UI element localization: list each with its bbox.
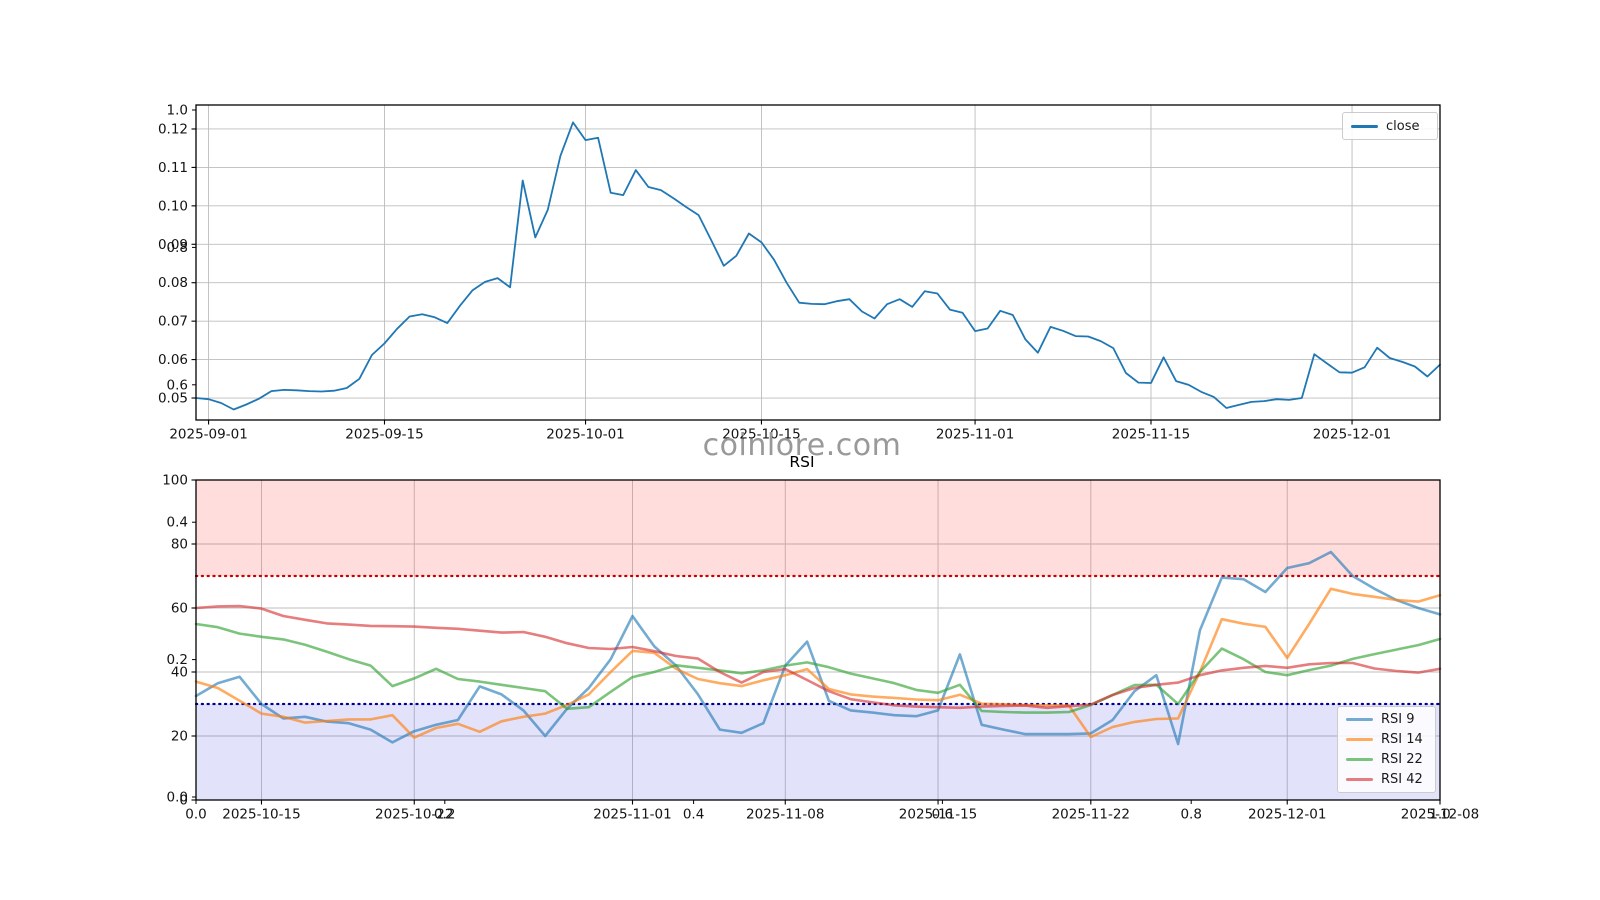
rsi-rsi42-line bbox=[194, 604, 1442, 710]
watermark: coinlore.com bbox=[702, 428, 902, 463]
close-legend-line-icon bbox=[1351, 124, 1378, 128]
tick-label: 0.12 bbox=[158, 121, 188, 137]
rsi-legend-label: RSI 9 bbox=[1381, 712, 1415, 728]
rsi22-legend-line-icon bbox=[1346, 757, 1373, 761]
tick-label: 0.2 bbox=[434, 807, 455, 823]
rsi-legend-label: RSI 14 bbox=[1381, 732, 1423, 748]
tick-label: 0.8 bbox=[167, 240, 188, 256]
tick-label: 100 bbox=[162, 473, 188, 489]
tick-label: 2025-12-01 bbox=[1248, 807, 1326, 823]
tick-label: 2025-11-15 bbox=[899, 807, 977, 823]
tick-label: 0.0 bbox=[185, 807, 206, 823]
rsi-rsi14-line bbox=[194, 587, 1442, 739]
tick-label: 1.0 bbox=[1429, 807, 1450, 823]
rsi-legend-item: RSI 22 bbox=[1346, 752, 1427, 767]
tick-label: 0.0 bbox=[167, 790, 188, 806]
tick-label: 2025-09-15 bbox=[345, 427, 423, 443]
tick-label: 20 bbox=[171, 729, 188, 745]
tick-label: 0.09 bbox=[158, 237, 188, 253]
tick-label: 2025-12-01 bbox=[1313, 427, 1391, 443]
tick-label: 2025-10-22 bbox=[375, 807, 453, 823]
close-legend-label: close bbox=[1386, 118, 1420, 134]
tick-label: 0.06 bbox=[158, 352, 188, 368]
tick-label: 80 bbox=[171, 537, 188, 553]
rsi-rsi9-line bbox=[194, 550, 1442, 746]
tick-label: 0.6 bbox=[932, 807, 953, 823]
tick-label: 2025-10-01 bbox=[546, 427, 624, 443]
rsi-legend-item: RSI 9 bbox=[1346, 712, 1427, 727]
tick-label: 0.08 bbox=[158, 275, 188, 291]
rsi-legend: RSI 9 RSI 14 RSI 22 RSI 42 bbox=[1337, 706, 1436, 793]
rsi14-legend-line-icon bbox=[1346, 738, 1373, 742]
tick-label: 2025-12-08 bbox=[1401, 807, 1479, 823]
rsi-legend-label: RSI 22 bbox=[1381, 751, 1423, 767]
tick-label: 0.05 bbox=[158, 391, 188, 407]
oversold-band bbox=[196, 704, 1440, 800]
overbought-band bbox=[196, 480, 1440, 576]
tick-label: 0.11 bbox=[158, 160, 188, 176]
tick-label: 40 bbox=[171, 665, 188, 681]
rsi-legend-item: RSI 14 bbox=[1346, 732, 1427, 747]
tick-label: 0.07 bbox=[158, 314, 188, 330]
tick-label: 2025-10-15 bbox=[222, 807, 300, 823]
tick-label: 2025-10-15 bbox=[722, 427, 800, 443]
price-legend: close bbox=[1342, 112, 1438, 140]
tick-label: 0.8 bbox=[1180, 807, 1201, 823]
tick-label: 2025-11-08 bbox=[746, 807, 824, 823]
rsi-legend-item: RSI 42 bbox=[1346, 772, 1427, 787]
tick-label: 0.10 bbox=[158, 198, 188, 214]
price-close-line bbox=[195, 121, 1441, 411]
rsi9-legend-line-icon bbox=[1346, 718, 1373, 722]
rsi42-legend-line-icon bbox=[1346, 777, 1373, 781]
tick-label: 2025-11-22 bbox=[1052, 807, 1130, 823]
rsi-legend-label: RSI 42 bbox=[1381, 771, 1423, 787]
tick-label: 2025-11-01 bbox=[936, 427, 1014, 443]
tick-label: 0.2 bbox=[167, 652, 188, 668]
tick-label: 2025-11-15 bbox=[1112, 427, 1190, 443]
tick-label: 0 bbox=[179, 793, 188, 809]
rsi-plot-border bbox=[195, 479, 1441, 801]
tick-label: 1.0 bbox=[167, 103, 188, 119]
tick-label: 0.4 bbox=[167, 515, 188, 531]
rsi-chart-title: RSI bbox=[789, 453, 815, 471]
tick-label: 0.4 bbox=[683, 807, 704, 823]
tick-label: 60 bbox=[171, 601, 188, 617]
tick-label: 0.6 bbox=[167, 377, 188, 393]
price-plot-border bbox=[195, 104, 1441, 421]
tick-label: 2025-09-01 bbox=[169, 427, 247, 443]
rsi-rsi22-line bbox=[194, 622, 1442, 714]
tick-label: 2025-11-01 bbox=[593, 807, 671, 823]
